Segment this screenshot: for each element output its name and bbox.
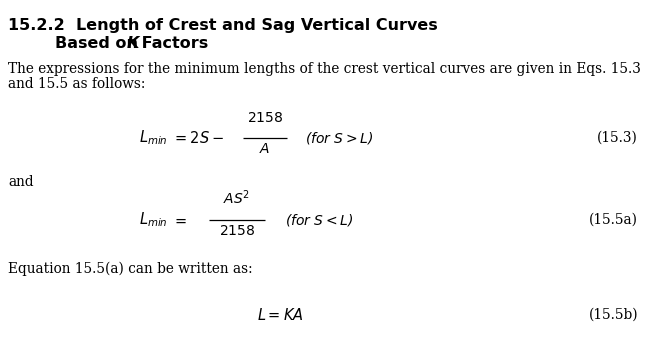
Text: The expressions for the minimum lengths of the crest vertical curves are given i: The expressions for the minimum lengths …: [8, 62, 641, 76]
Text: Based on: Based on: [55, 36, 143, 51]
Text: $L_{\mathregular{min}}$: $L_{\mathregular{min}}$: [140, 129, 168, 147]
Text: K: K: [127, 36, 140, 51]
Text: and: and: [8, 175, 33, 189]
Text: $L = KA$: $L = KA$: [257, 307, 303, 323]
Text: $L_{\mathregular{min}}$: $L_{\mathregular{min}}$: [140, 211, 168, 229]
Text: 15.2.2  Length of Crest and Sag Vertical Curves: 15.2.2 Length of Crest and Sag Vertical …: [8, 18, 438, 33]
Text: $\mathregular{(for}\ S < L\mathregular{)}$: $\mathregular{(for}\ S < L\mathregular{)…: [285, 212, 354, 228]
Text: $= 2S -$: $= 2S -$: [172, 130, 224, 146]
Text: Factors: Factors: [136, 36, 208, 51]
Text: (15.3): (15.3): [597, 131, 638, 145]
Text: $\mathregular{2158}$: $\mathregular{2158}$: [219, 224, 255, 238]
Text: $AS^2$: $AS^2$: [223, 188, 251, 207]
Text: and 15.5 as follows:: and 15.5 as follows:: [8, 77, 145, 91]
Text: (15.5a): (15.5a): [589, 213, 638, 227]
Text: $\mathregular{2158}$: $\mathregular{2158}$: [247, 111, 283, 125]
Text: Equation 15.5(a) can be written as:: Equation 15.5(a) can be written as:: [8, 262, 253, 276]
Text: $=$: $=$: [172, 212, 187, 228]
Text: $\mathregular{(for}\ S > L\mathregular{)}$: $\mathregular{(for}\ S > L\mathregular{)…: [305, 130, 373, 146]
Text: $A$: $A$: [259, 142, 271, 156]
Text: (15.5b): (15.5b): [588, 308, 638, 322]
